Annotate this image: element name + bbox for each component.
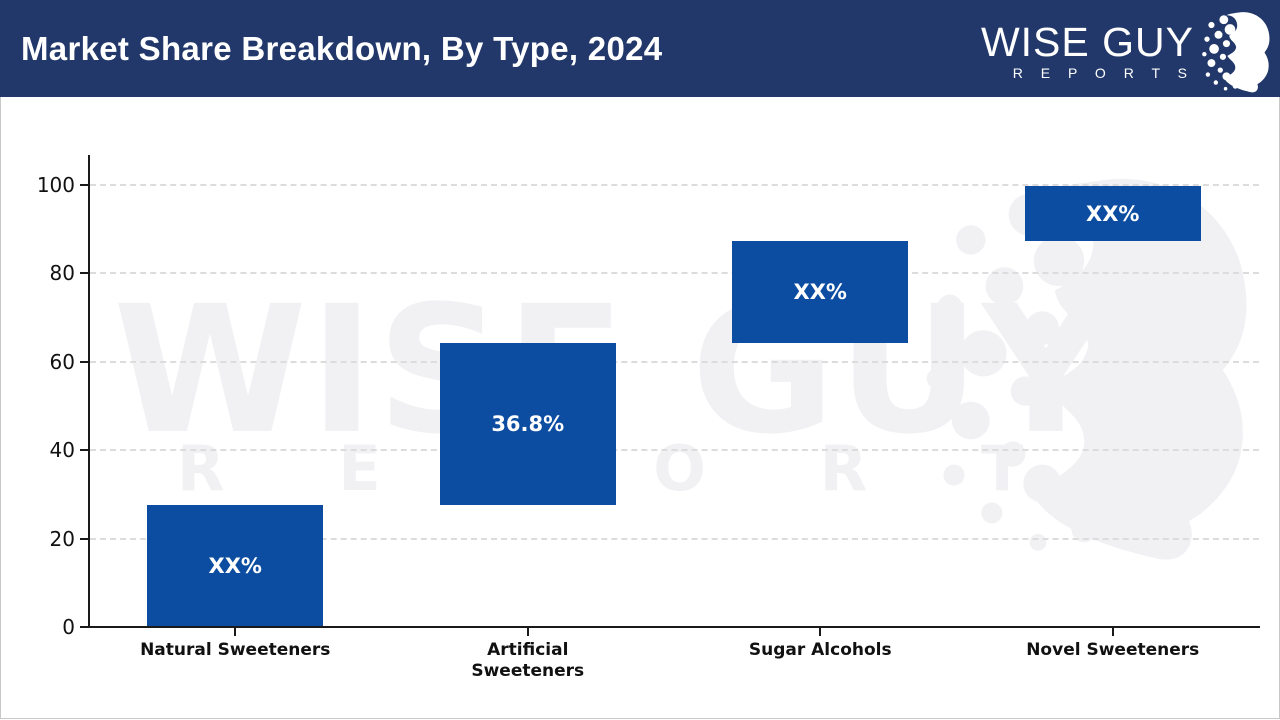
- bar-value-label: XX%: [1086, 201, 1140, 226]
- y-axis-tick: [80, 449, 88, 452]
- x-axis-tick: [234, 628, 237, 636]
- y-axis-tick-label: 80: [49, 261, 75, 286]
- y-axis-tick: [80, 360, 88, 363]
- bar: [732, 241, 909, 343]
- y-axis-tick: [80, 537, 88, 540]
- page-title: Market Share Breakdown, By Type, 2024: [21, 29, 663, 67]
- bar-value-label: XX%: [208, 554, 262, 579]
- bar-value-label: XX%: [793, 279, 847, 304]
- title-bar: Market Share Breakdown, By Type, 2024 WI…: [0, 0, 1280, 97]
- bar: [439, 342, 616, 506]
- bar: [147, 505, 324, 627]
- y-axis-line: [88, 155, 90, 628]
- x-axis-tick: [526, 628, 529, 636]
- brand-logo-subtitle: R E P O R T S: [1012, 65, 1194, 81]
- brand-logo-name: WISE GUY: [980, 19, 1194, 65]
- y-axis-tick-label: 40: [49, 438, 75, 463]
- y-axis-tick-label: 20: [49, 526, 75, 551]
- gridline: [90, 449, 1259, 452]
- gridline: [90, 184, 1259, 186]
- brand-logo-head-icon: [1202, 12, 1270, 93]
- x-axis-tick: [819, 628, 822, 636]
- y-axis-tick-label: 60: [49, 349, 75, 374]
- bar-value-label: 36.8%: [491, 412, 565, 437]
- y-axis-tick: [80, 272, 88, 275]
- gridline: [90, 360, 1259, 363]
- x-axis-category-label: Sugar Alcohols: [748, 640, 892, 660]
- x-axis-category-label: Artificial Sweeteners: [471, 640, 585, 681]
- x-axis-line: [88, 626, 1260, 628]
- gridline: [90, 272, 1259, 275]
- y-axis-tick-label: 0: [62, 615, 75, 639]
- x-axis-tick: [1111, 628, 1114, 636]
- brand-logo: WISE GUY R E P O R T S: [981, 6, 1272, 93]
- gridline: [90, 537, 1259, 540]
- y-axis-tick: [80, 184, 88, 186]
- x-axis-category-label: Novel Sweeteners: [1026, 640, 1200, 660]
- y-axis-tick-label: 100: [36, 173, 75, 197]
- y-axis-tick: [80, 626, 88, 628]
- x-axis-category-label: Natural Sweeteners: [140, 640, 331, 660]
